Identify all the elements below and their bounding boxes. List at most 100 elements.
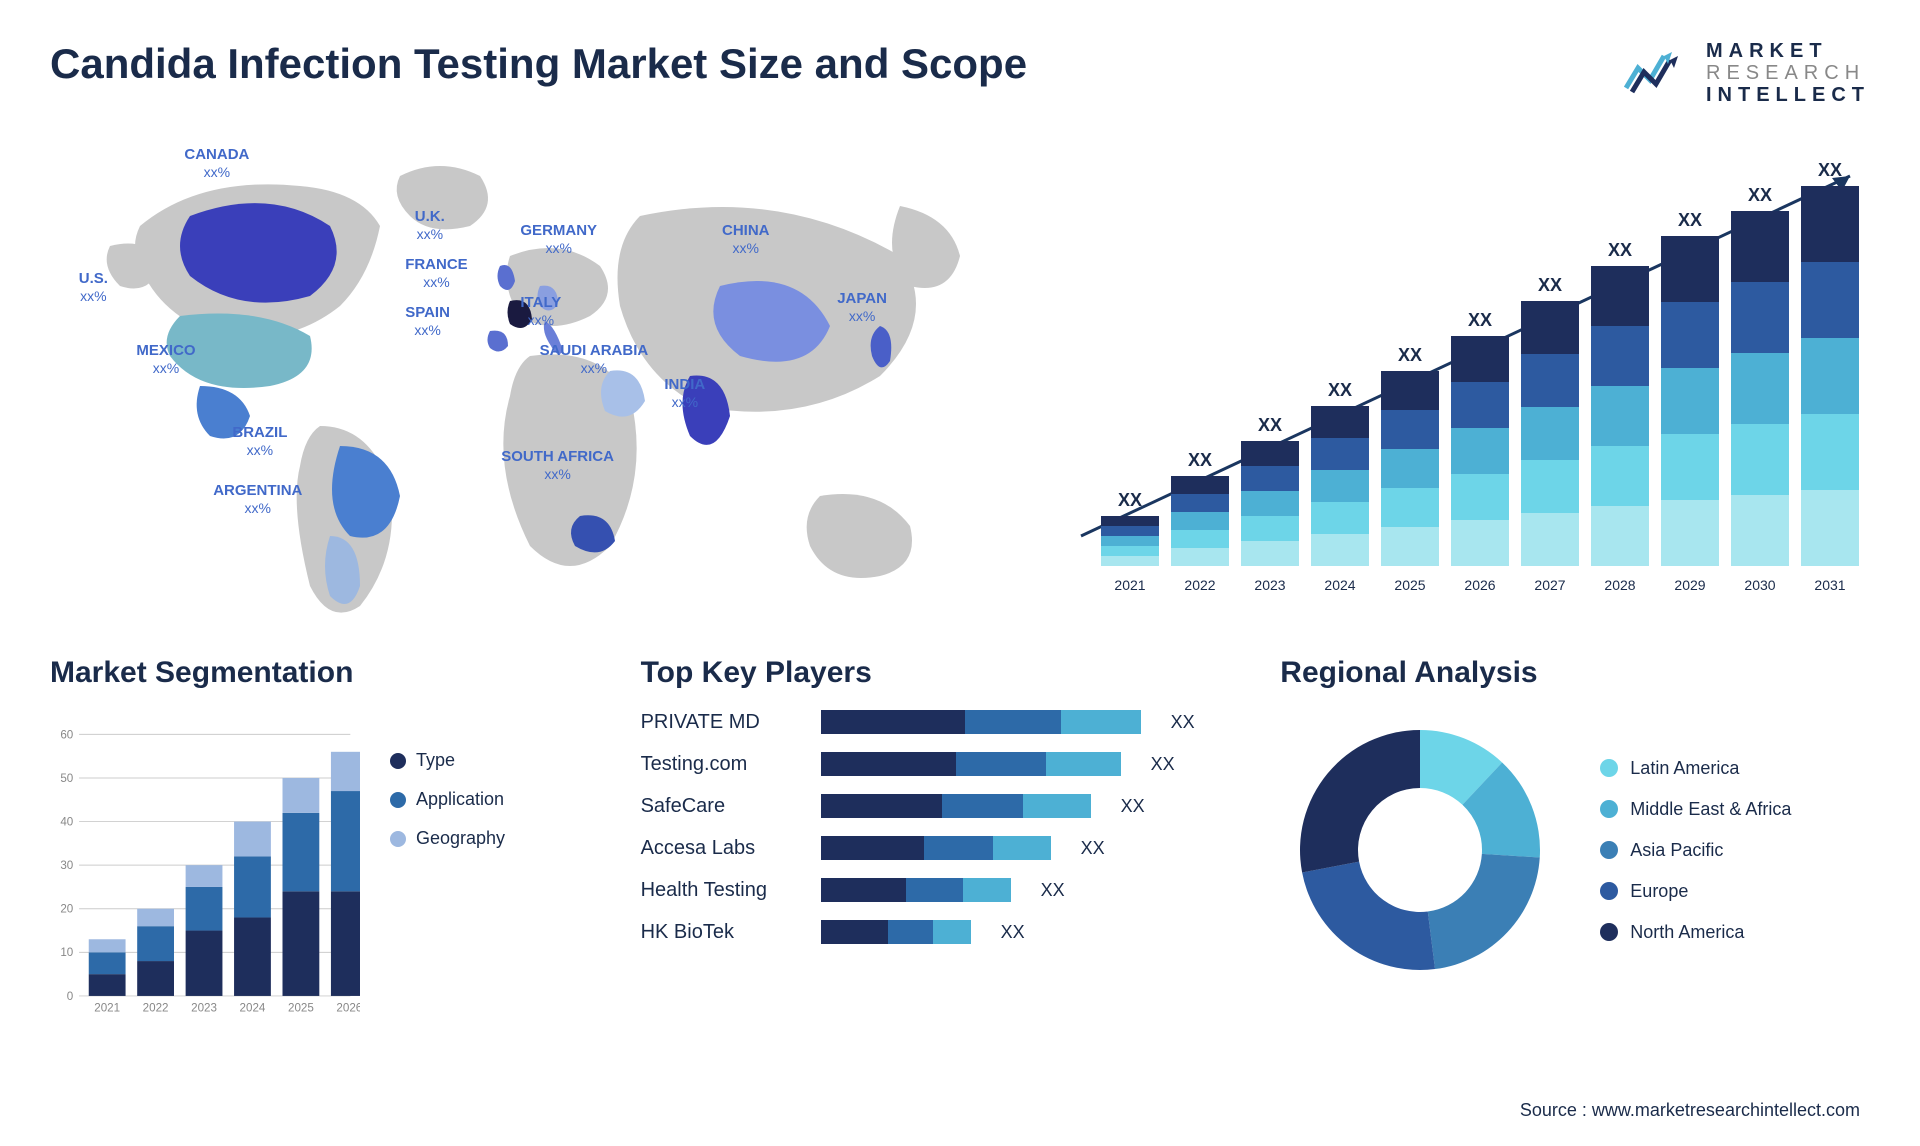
svg-text:2025: 2025	[288, 1001, 314, 1014]
map-label-us: U.S.xx%	[79, 270, 108, 305]
region-legend-item: Europe	[1600, 881, 1791, 902]
svg-text:50: 50	[60, 772, 73, 785]
player-name: HK BioTek	[641, 921, 801, 944]
player-name: SafeCare	[641, 795, 801, 818]
svg-text:XX: XX	[1328, 380, 1352, 400]
map-label-brazil: BRAZILxx%	[232, 424, 287, 459]
map-label-mexico: MEXICOxx%	[136, 342, 195, 377]
player-name: Testing.com	[641, 753, 801, 776]
map-label-argentina: ARGENTINAxx%	[213, 482, 302, 517]
map-label-saudiarabia: SAUDI ARABIAxx%	[540, 342, 649, 377]
svg-text:2023: 2023	[191, 1001, 217, 1014]
svg-text:30: 30	[60, 859, 73, 872]
svg-text:XX: XX	[1818, 160, 1842, 180]
svg-text:XX: XX	[1118, 490, 1142, 510]
player-row: Health Testing XX	[641, 878, 1231, 902]
growth-bar-chart: 2021 XX 2022 XX 2023 XX 2024 XX 2025 XX 2026 XX 2027…	[1050, 136, 1870, 616]
regional-panel: Regional Analysis Latin America Middle Ea…	[1280, 656, 1870, 1056]
player-row: Testing.com XX	[641, 752, 1231, 776]
region-legend-item: Asia Pacific	[1600, 840, 1791, 861]
svg-text:20: 20	[60, 903, 73, 916]
segmentation-legend: TypeApplicationGeography	[390, 710, 505, 1030]
players-title: Top Key Players	[641, 656, 1231, 690]
map-label-japan: JAPANxx%	[837, 290, 887, 325]
player-row: Accesa Labs XX	[641, 836, 1231, 860]
map-label-italy: ITALYxx%	[520, 294, 561, 329]
player-bar	[821, 752, 1121, 776]
region-legend-item: Latin America	[1600, 758, 1791, 779]
svg-text:2029: 2029	[1674, 577, 1705, 593]
svg-text:2021: 2021	[94, 1001, 120, 1014]
svg-text:XX: XX	[1538, 275, 1562, 295]
player-row: HK BioTek XX	[641, 920, 1231, 944]
brand-logo: MARKET RESEARCH INTELLECT	[1624, 40, 1870, 106]
player-name: Health Testing	[641, 879, 801, 902]
player-row: PRIVATE MD XX	[641, 710, 1231, 734]
map-label-southafrica: SOUTH AFRICAxx%	[501, 448, 614, 483]
player-bar	[821, 878, 1011, 902]
svg-text:2027: 2027	[1534, 577, 1565, 593]
segmentation-title: Market Segmentation	[50, 656, 591, 690]
world-map-panel: CANADAxx% U.S.xx% MEXICOxx% BRAZILxx% ARGENT…	[50, 136, 1010, 616]
svg-text:2025: 2025	[1394, 577, 1425, 593]
svg-text:XX: XX	[1608, 240, 1632, 260]
region-legend-item: North America	[1600, 922, 1791, 943]
player-name: Accesa Labs	[641, 837, 801, 860]
map-label-france: FRANCExx%	[405, 256, 468, 291]
player-row: SafeCare XX	[641, 794, 1231, 818]
svg-text:2024: 2024	[1324, 577, 1355, 593]
svg-text:2031: 2031	[1814, 577, 1845, 593]
player-value: XX	[1001, 922, 1025, 943]
map-label-china: CHINAxx%	[722, 222, 770, 257]
svg-text:XX: XX	[1398, 345, 1422, 365]
map-label-canada: CANADAxx%	[184, 146, 249, 181]
svg-text:2021: 2021	[1114, 577, 1145, 593]
svg-text:2022: 2022	[1184, 577, 1215, 593]
logo-text-2: RESEARCH	[1706, 62, 1870, 84]
svg-text:0: 0	[67, 990, 73, 1003]
svg-text:XX: XX	[1258, 415, 1282, 435]
map-label-india: INDIAxx%	[664, 376, 705, 411]
logo-icon	[1624, 48, 1694, 98]
region-legend-item: Middle East & Africa	[1600, 799, 1791, 820]
map-label-spain: SPAINxx%	[405, 304, 450, 339]
player-value: XX	[1041, 880, 1065, 901]
player-value: XX	[1081, 838, 1105, 859]
seg-legend-type: Type	[390, 750, 505, 771]
page-title: Candida Infection Testing Market Size an…	[50, 40, 1027, 88]
seg-legend-geography: Geography	[390, 828, 505, 849]
svg-text:2030: 2030	[1744, 577, 1775, 593]
svg-text:40: 40	[60, 815, 73, 828]
svg-text:2026: 2026	[1464, 577, 1495, 593]
svg-text:10: 10	[60, 946, 73, 959]
player-value: XX	[1151, 754, 1175, 775]
map-label-uk: U.K.xx%	[415, 208, 445, 243]
regional-title: Regional Analysis	[1280, 656, 1870, 690]
player-bar	[821, 920, 971, 944]
svg-text:XX: XX	[1678, 210, 1702, 230]
svg-text:XX: XX	[1748, 185, 1772, 205]
logo-text-1: MARKET	[1706, 40, 1870, 62]
svg-text:2026: 2026	[336, 1001, 360, 1014]
map-label-germany: GERMANYxx%	[520, 222, 597, 257]
player-bar	[821, 794, 1091, 818]
segmentation-chart: 0 10 20 30 40 50 60 2021 2022 2023 2024 2025 2026	[50, 710, 360, 1030]
svg-text:60: 60	[60, 728, 73, 741]
player-bar	[821, 836, 1051, 860]
svg-text:XX: XX	[1468, 310, 1492, 330]
player-bar	[821, 710, 1141, 734]
regional-donut	[1280, 710, 1560, 990]
regional-legend: Latin America Middle East & Africa Asia Pa…	[1600, 758, 1791, 943]
segmentation-panel: Market Segmentation 0 10 20 30 40 50 60 2021 202…	[50, 656, 591, 1056]
svg-text:2024: 2024	[240, 1001, 266, 1014]
svg-text:2023: 2023	[1254, 577, 1285, 593]
source-text: Source : www.marketresearchintellect.com	[1520, 1100, 1860, 1121]
player-value: XX	[1171, 712, 1195, 733]
players-panel: Top Key Players PRIVATE MD XX Testing.com X…	[641, 656, 1231, 1056]
svg-text:XX: XX	[1188, 450, 1212, 470]
player-name: PRIVATE MD	[641, 711, 801, 734]
player-value: XX	[1121, 796, 1145, 817]
svg-text:2022: 2022	[143, 1001, 169, 1014]
logo-text-3: INTELLECT	[1706, 84, 1870, 106]
svg-text:2028: 2028	[1604, 577, 1635, 593]
